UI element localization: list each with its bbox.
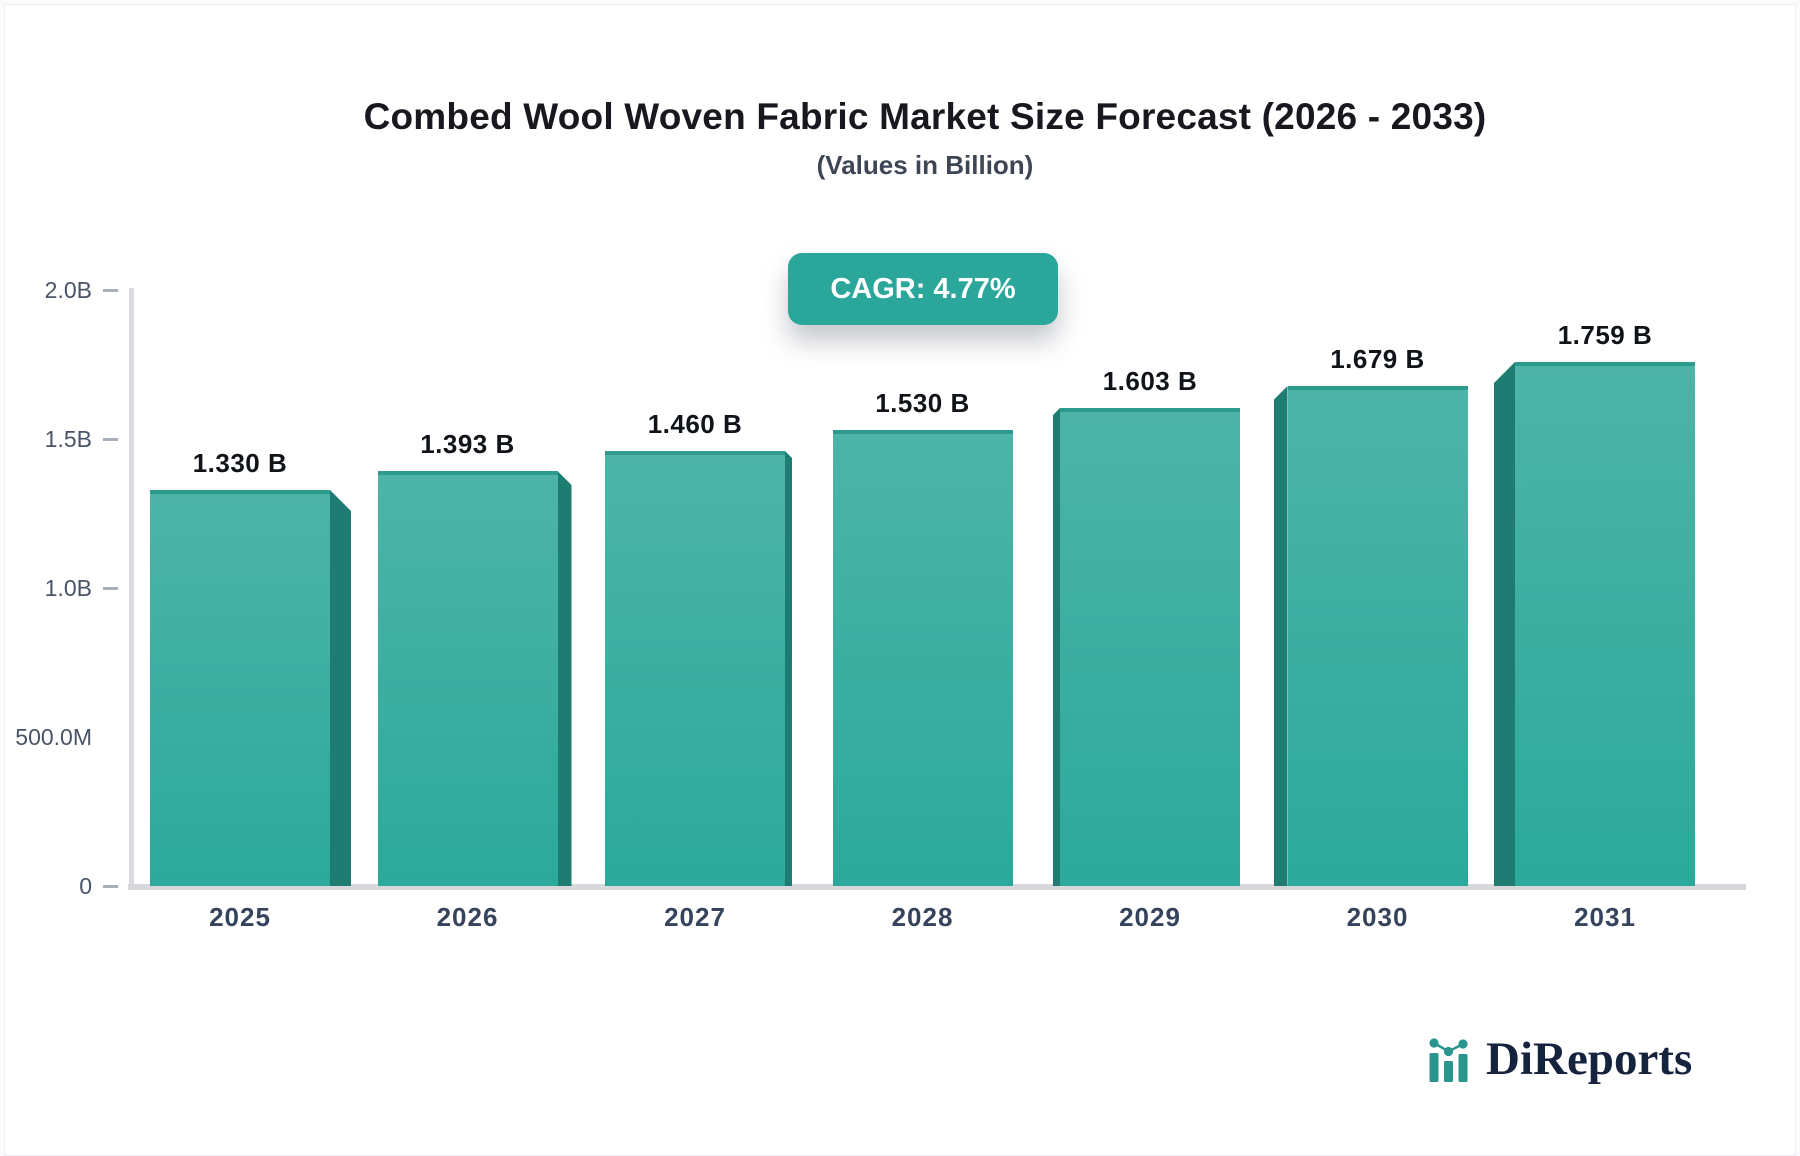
y-axis-tick: [103, 587, 118, 590]
y-axis-line: [129, 288, 134, 888]
bar-side-face: [1494, 362, 1515, 886]
bar-2027: [605, 451, 785, 886]
x-axis-label: 2031: [1574, 902, 1636, 932]
y-axis-tick: [103, 438, 118, 441]
bar-value-label: 1.603 B: [1102, 366, 1198, 396]
x-axis-label: 2027: [664, 902, 726, 932]
y-axis-label: 1.5B: [44, 426, 92, 452]
bar-2031: [1515, 362, 1695, 886]
bar-side-face: [557, 471, 572, 886]
bar-value-label: 1.759 B: [1557, 320, 1653, 350]
bar-2029: [1060, 408, 1240, 886]
chart-subtitle: (Values in Billion): [816, 150, 1034, 180]
y-axis-label: 1.0B: [44, 575, 92, 601]
y-axis-label: 0: [79, 873, 92, 899]
bar-side-face: [1273, 386, 1288, 886]
direports-logo-text: DiReports: [1486, 1033, 1693, 1085]
direports-logo: DiReports: [1428, 1033, 1693, 1085]
x-axis-label: 2030: [1346, 902, 1409, 932]
bar-2030: [1287, 386, 1468, 886]
y-axis-label: 2.0B: [44, 277, 92, 303]
bar-value-label: 1.460 B: [647, 409, 743, 439]
x-axis-label: 2029: [1119, 902, 1181, 932]
x-axis-line: [128, 884, 1746, 890]
cagr-badge: CAGR: 4.77%: [788, 253, 1058, 325]
bar-2028: [832, 430, 1013, 886]
x-axis-label: 2025: [209, 902, 271, 932]
bar-side-face: [330, 490, 351, 886]
bar-2026: [377, 471, 558, 886]
bar-value-label: 1.330 B: [192, 448, 288, 478]
x-axis-label: 2028: [891, 902, 954, 932]
bar-side-face: [1053, 408, 1060, 886]
bar-value-label: 1.393 B: [420, 429, 515, 459]
bar-value-label: 1.679 B: [1330, 344, 1425, 374]
y-axis-label: 500.0M: [15, 724, 92, 750]
chart-title: Combed Wool Woven Fabric Market Size For…: [363, 96, 1487, 137]
bar-side-face: [785, 451, 792, 886]
x-axis-label: 2026: [436, 902, 499, 932]
mini-bar-chart-icon: [1429, 1038, 1468, 1082]
bar-2025: [150, 490, 330, 886]
y-axis-tick: [103, 885, 118, 888]
y-axis-tick: [103, 289, 118, 292]
bar-value-label: 1.530 B: [875, 388, 970, 418]
